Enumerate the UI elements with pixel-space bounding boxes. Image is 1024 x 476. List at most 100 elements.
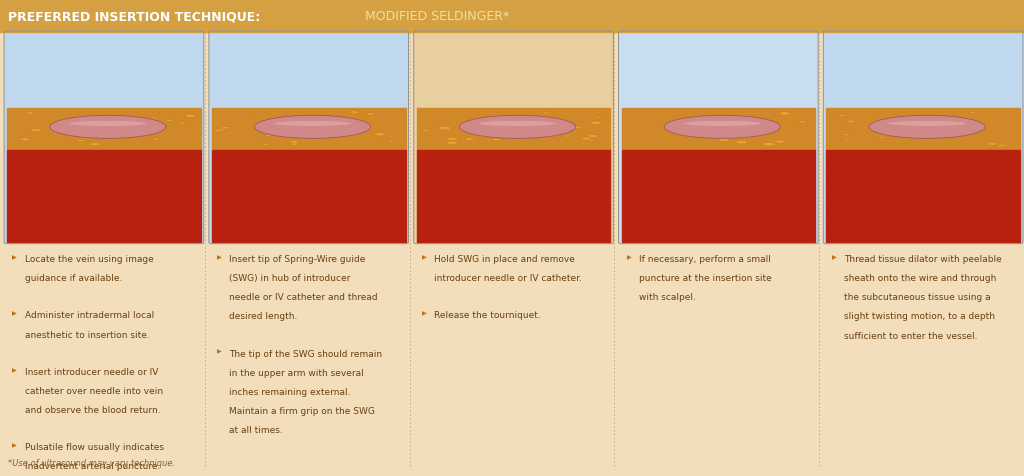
Bar: [212, 150, 406, 243]
Ellipse shape: [574, 127, 582, 129]
Ellipse shape: [941, 117, 949, 119]
Text: puncture at the insertion site: puncture at the insertion site: [639, 274, 772, 283]
Bar: [7, 150, 201, 243]
Ellipse shape: [869, 116, 985, 139]
Ellipse shape: [493, 139, 501, 142]
Text: PREFERRED INSERTION TECHNIQUE:: PREFERRED INSERTION TECHNIQUE:: [8, 10, 260, 23]
Bar: [212, 109, 406, 150]
Ellipse shape: [721, 144, 726, 146]
Text: MODIFIED SELDINGER*: MODIFIED SELDINGER*: [361, 10, 510, 23]
Ellipse shape: [446, 138, 458, 141]
Text: Release the tourniquet.: Release the tourniquet.: [434, 311, 541, 320]
FancyBboxPatch shape: [414, 32, 613, 244]
Ellipse shape: [775, 140, 785, 144]
Ellipse shape: [548, 119, 558, 122]
Ellipse shape: [90, 135, 96, 137]
Ellipse shape: [255, 116, 371, 139]
Ellipse shape: [31, 129, 42, 132]
Ellipse shape: [375, 133, 386, 137]
Text: Thread tissue dilator with peelable: Thread tissue dilator with peelable: [844, 255, 1001, 264]
Ellipse shape: [266, 127, 271, 129]
Text: The tip of the SWG should remain: The tip of the SWG should remain: [229, 349, 383, 358]
Text: If necessary, perform a small: If necessary, perform a small: [639, 255, 771, 264]
Text: and observe the blood return.: and observe the blood return.: [25, 405, 160, 414]
Ellipse shape: [89, 143, 100, 147]
Ellipse shape: [754, 119, 764, 122]
FancyBboxPatch shape: [209, 32, 409, 244]
Ellipse shape: [683, 122, 761, 127]
Ellipse shape: [493, 119, 502, 122]
FancyBboxPatch shape: [823, 32, 1023, 244]
Ellipse shape: [321, 125, 329, 128]
Ellipse shape: [718, 139, 729, 142]
Ellipse shape: [994, 133, 999, 134]
Text: ▶: ▶: [422, 311, 427, 316]
Ellipse shape: [269, 126, 279, 129]
Text: ▶: ▶: [12, 442, 17, 447]
Ellipse shape: [77, 140, 84, 142]
Ellipse shape: [350, 111, 359, 114]
Ellipse shape: [151, 118, 157, 119]
Ellipse shape: [215, 130, 222, 132]
Ellipse shape: [256, 114, 261, 116]
Ellipse shape: [799, 121, 806, 124]
Ellipse shape: [218, 129, 225, 131]
Text: Administer intradermal local: Administer intradermal local: [25, 311, 154, 320]
Ellipse shape: [465, 139, 474, 141]
Text: Pulsatile flow usually indicates: Pulsatile flow usually indicates: [25, 442, 164, 451]
Text: inches remaining external.: inches remaining external.: [229, 387, 351, 396]
Text: slight twisting motion, to a depth: slight twisting motion, to a depth: [844, 312, 994, 321]
Ellipse shape: [52, 133, 56, 135]
Ellipse shape: [19, 139, 30, 141]
Ellipse shape: [973, 123, 981, 126]
Ellipse shape: [919, 120, 927, 123]
FancyBboxPatch shape: [618, 32, 818, 244]
Ellipse shape: [970, 112, 976, 114]
Bar: [622, 150, 815, 243]
Ellipse shape: [879, 137, 885, 139]
Ellipse shape: [273, 122, 351, 127]
Bar: [417, 109, 610, 150]
Ellipse shape: [591, 122, 602, 125]
Ellipse shape: [367, 114, 375, 116]
Text: Maintain a firm grip on the SWG: Maintain a firm grip on the SWG: [229, 406, 375, 415]
Ellipse shape: [109, 129, 119, 132]
Bar: [0, 0, 1024, 33]
Ellipse shape: [178, 122, 185, 125]
Bar: [622, 109, 815, 150]
Ellipse shape: [291, 144, 298, 146]
Ellipse shape: [446, 142, 458, 145]
Text: with scalpel.: with scalpel.: [639, 293, 696, 302]
Ellipse shape: [769, 122, 776, 124]
Ellipse shape: [564, 136, 571, 138]
Ellipse shape: [971, 129, 976, 131]
Ellipse shape: [961, 124, 970, 127]
Ellipse shape: [265, 135, 272, 138]
Ellipse shape: [290, 141, 299, 144]
Ellipse shape: [185, 115, 196, 118]
Text: needle or IV catheter and thread: needle or IV catheter and thread: [229, 293, 378, 302]
Ellipse shape: [709, 122, 717, 124]
Ellipse shape: [735, 141, 748, 145]
Text: ▶: ▶: [831, 255, 837, 259]
Ellipse shape: [843, 134, 850, 137]
Ellipse shape: [387, 141, 396, 144]
Ellipse shape: [221, 127, 230, 130]
Ellipse shape: [942, 124, 950, 126]
Ellipse shape: [763, 143, 775, 147]
Ellipse shape: [842, 129, 847, 130]
Text: catheter over needle into vein: catheter over needle into vein: [25, 386, 163, 395]
Ellipse shape: [845, 139, 851, 141]
Text: desired length.: desired length.: [229, 312, 298, 321]
Text: ▶: ▶: [422, 255, 427, 259]
Text: sheath onto the wire and through: sheath onto the wire and through: [844, 274, 996, 283]
Ellipse shape: [847, 121, 855, 124]
Bar: [826, 150, 1020, 243]
Text: ▶: ▶: [217, 349, 222, 354]
Ellipse shape: [146, 119, 157, 122]
Ellipse shape: [589, 135, 599, 139]
Ellipse shape: [771, 128, 778, 130]
Ellipse shape: [728, 124, 735, 127]
Text: in the upper arm with several: in the upper arm with several: [229, 368, 365, 377]
Ellipse shape: [388, 141, 394, 143]
